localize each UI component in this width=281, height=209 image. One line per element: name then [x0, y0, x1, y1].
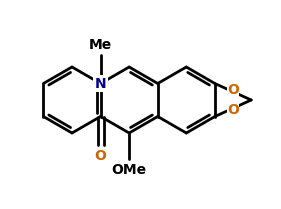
Text: Me: Me [89, 38, 112, 52]
Text: OMe: OMe [112, 163, 147, 177]
Text: O: O [227, 103, 239, 117]
Text: O: O [95, 149, 106, 163]
Text: O: O [227, 83, 239, 97]
Text: N: N [95, 76, 106, 90]
